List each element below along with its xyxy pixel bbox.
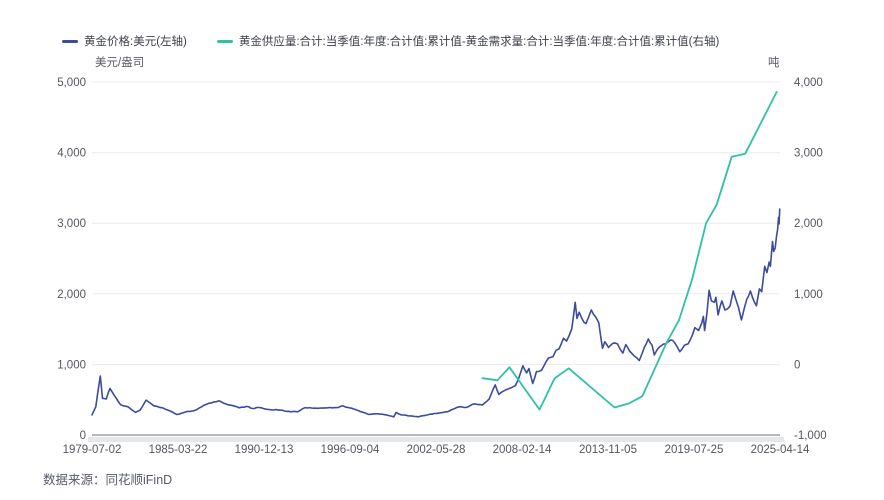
- right-axis-ticks: -1,000 0 1,000 2,000 3,000 4,000: [794, 77, 827, 442]
- right-axis-tick-label: 0: [794, 359, 800, 371]
- legend-line-swatch-gold-price: [62, 39, 78, 43]
- x-axis-tick-label: 1990-12-13: [235, 444, 294, 456]
- x-axis-tick-label: 1996-09-04: [321, 444, 380, 456]
- supply-demand-line: [481, 91, 778, 411]
- x-axis-tick-label: 2025-04-14: [751, 444, 810, 456]
- legend-item-gold-price: 黄金价格:美元(左轴): [62, 33, 187, 49]
- right-axis-tick-label: -1,000: [794, 430, 827, 442]
- x-axis-ticks: 1979-07-02 1985-03-22 1990-12-13 1996-09-04…: [63, 444, 810, 456]
- axis-scroll-band: [88, 437, 784, 442]
- legend-item-supply-demand: 黄金供应量:合计:当季值:年度:合计值:累计值-黄金需求量:合计:当季值:年度:…: [216, 33, 720, 49]
- legend-label-supply-demand: 黄金供应量:合计:当季值:年度:合计值:累计值-黄金需求量:合计:当季值:年度:…: [238, 36, 720, 48]
- chart-legend: 黄金价格:美元(左轴) 黄金供应量:合计:当季值:年度:合计值:累计值-黄金需求…: [62, 33, 719, 49]
- gold-price-line: [91, 208, 781, 418]
- left-axis-tick-label: 5,000: [57, 77, 86, 89]
- right-axis-tick-label: 2,000: [794, 218, 823, 230]
- x-axis-tick-label: 1979-07-02: [63, 444, 122, 456]
- legend-line-swatch-supply-demand: [216, 39, 233, 43]
- left-axis-tick-label: 0: [80, 430, 86, 442]
- left-axis-tick-label: 3,000: [57, 218, 86, 230]
- x-axis-tick-label: 2019-07-25: [665, 444, 724, 456]
- data-source: 数据来源：同花顺iFinD: [43, 473, 173, 487]
- x-axis-tick-label: 2008-02-14: [493, 444, 552, 456]
- gridlines: [92, 81, 780, 436]
- legend-label-gold-price: 黄金价格:美元(左轴): [84, 36, 187, 48]
- x-axis-tick-label: 2002-05-28: [407, 444, 466, 456]
- left-axis-tick-label: 2,000: [57, 289, 86, 301]
- left-axis-ticks: 0 1,000 2,000 3,000 4,000 5,000: [57, 77, 86, 442]
- left-axis-tick-label: 4,000: [57, 148, 86, 160]
- right-axis-tick-label: 1,000: [794, 289, 823, 301]
- right-axis-tick-label: 4,000: [794, 77, 823, 89]
- left-axis-tick-label: 1,000: [57, 359, 86, 371]
- x-axis-tick-label: 1985-03-22: [149, 444, 208, 456]
- left-axis-unit: 美元/盎司: [95, 57, 145, 69]
- x-axis-tick-label: 2013-11-05: [579, 444, 637, 456]
- right-axis-tick-label: 3,000: [794, 148, 823, 160]
- right-axis-unit: 吨: [768, 57, 780, 69]
